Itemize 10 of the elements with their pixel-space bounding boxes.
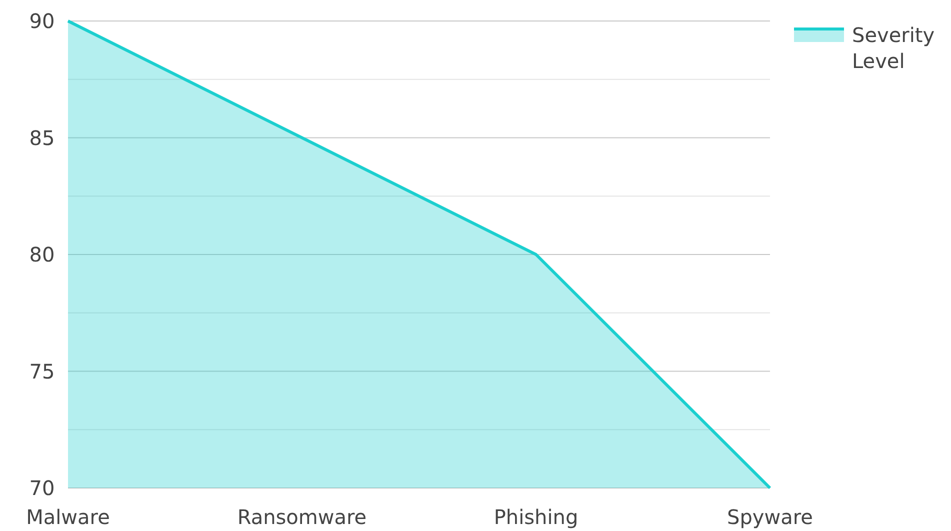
y-tick-label: 70 <box>29 476 55 500</box>
y-tick-label: 75 <box>29 359 55 384</box>
legend-label: Severity Level <box>852 23 935 73</box>
x-tick-label: Ransomware <box>237 505 367 529</box>
y-tick-label: 85 <box>29 126 55 150</box>
y-tick-label: 80 <box>29 242 55 266</box>
x-tick-label: Spyware <box>727 505 813 529</box>
y-tick-label: 90 <box>29 9 55 33</box>
x-tick-label: Phishing <box>494 505 578 529</box>
x-tick-label: Malware <box>26 505 110 529</box>
